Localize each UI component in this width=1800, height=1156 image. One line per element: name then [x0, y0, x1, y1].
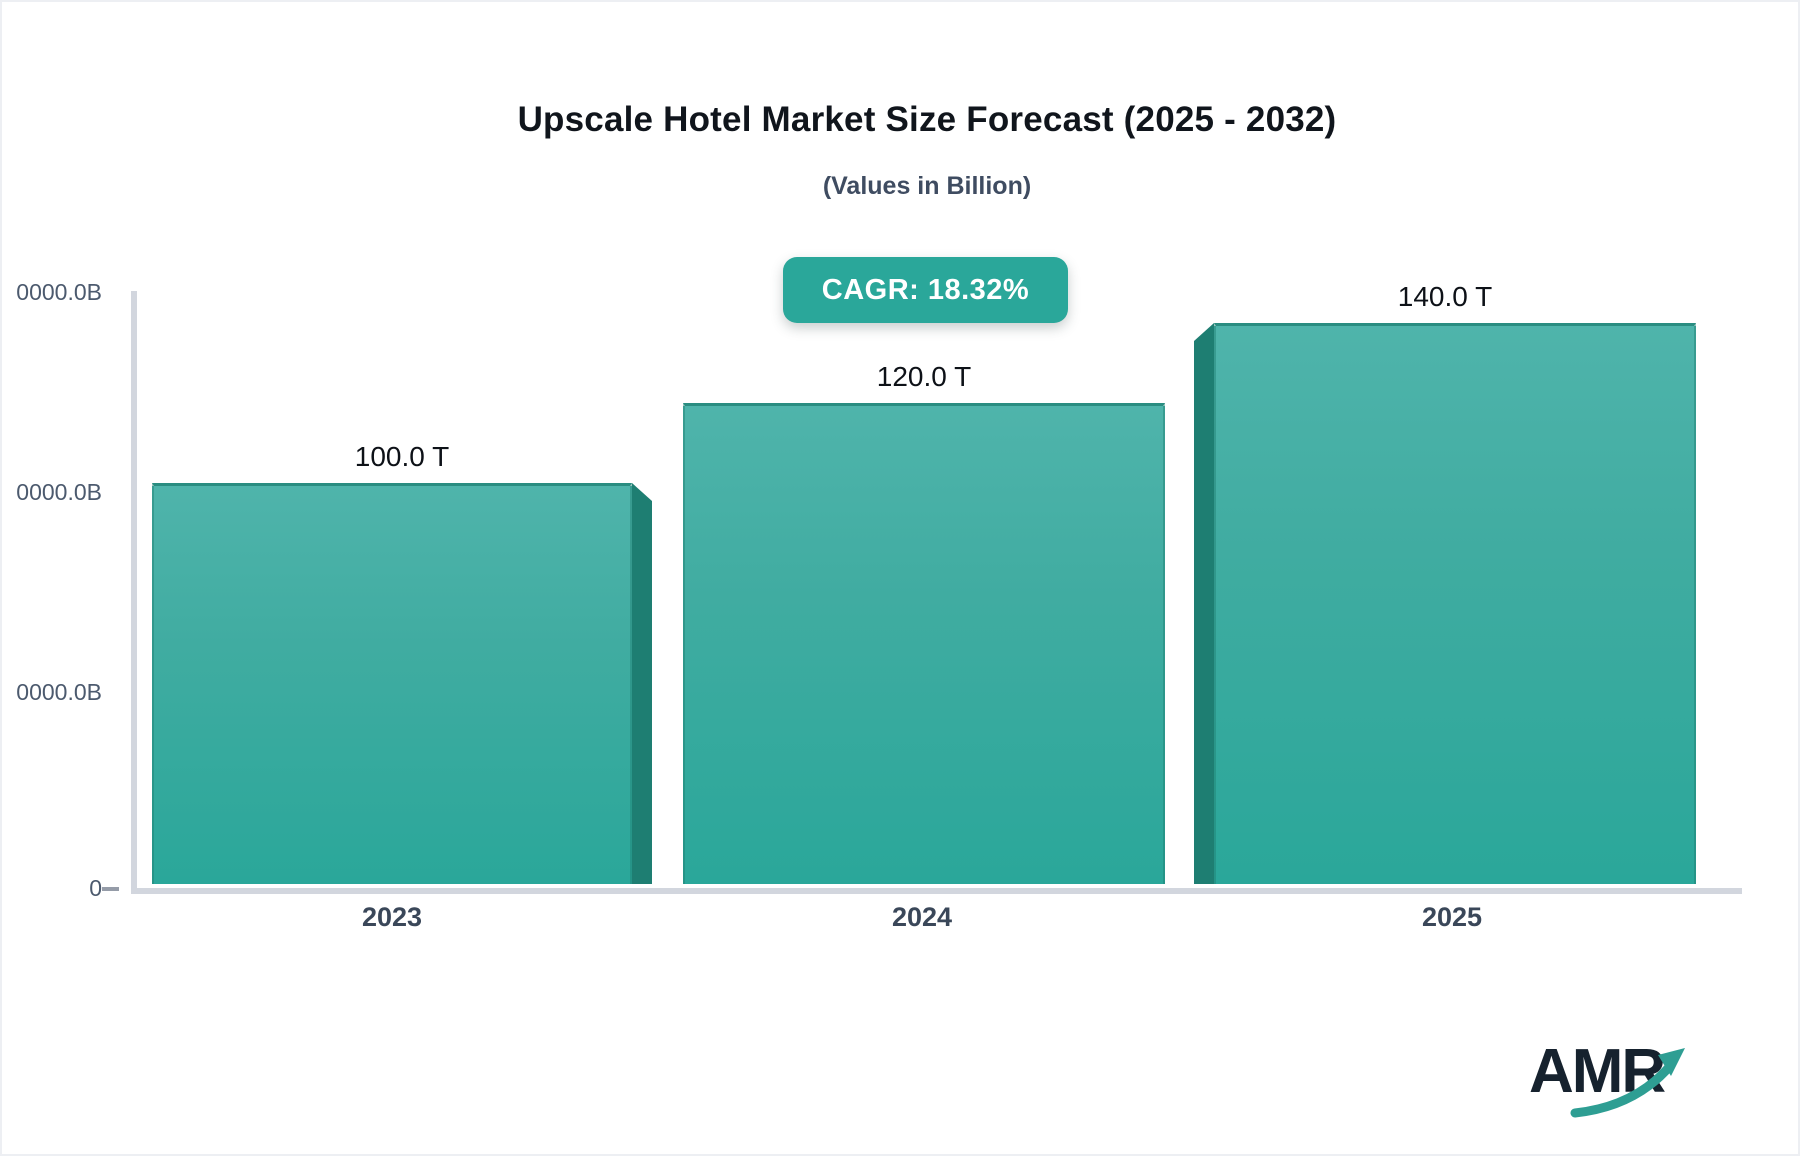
bar-face — [683, 403, 1165, 884]
y-axis-zero-tick — [102, 887, 119, 891]
bar-value-label: 100.0 T — [354, 441, 450, 472]
amr-logo-arrowhead — [1658, 1048, 1685, 1076]
bar-2024: 120.0 T — [683, 361, 1165, 884]
bar-value-label: 140.0 T — [1397, 281, 1493, 312]
bar-face — [152, 483, 632, 884]
bar-face — [1214, 323, 1696, 884]
x-axis-label-2024: 2024 — [891, 902, 953, 932]
y-axis-tick-label: 0000.0B — [16, 479, 102, 505]
bar-2023: 100.0 T — [152, 441, 652, 884]
bar-2025: 140.0 T — [1194, 281, 1696, 884]
x-axis-label-2023: 2023 — [361, 902, 423, 932]
y-axis-tick-label: 0 — [89, 875, 102, 901]
chart-title: Upscale Hotel Market Size Forecast (2025… — [517, 100, 1337, 139]
bar-3d-side — [1194, 323, 1214, 884]
cagr-badge: CAGR: 18.32% — [783, 257, 1068, 323]
x-axis-line — [131, 888, 1742, 894]
y-axis-line — [131, 291, 137, 894]
y-axis-tick-label: 0000.0B — [16, 679, 102, 705]
bar-value-label: 120.0 T — [876, 361, 972, 392]
amr-logo-arrow-swoosh — [1570, 1061, 1675, 1118]
x-axis-label-2025: 2025 — [1421, 902, 1483, 932]
y-axis-tick-label: 0000.0B — [16, 279, 102, 305]
amr-logo: AMR — [1529, 1037, 1685, 1118]
chart-subtitle: (Values in Billion) — [822, 172, 1032, 200]
bar-3d-side — [632, 483, 652, 884]
amr-logo-text: AMR — [1529, 1037, 1665, 1106]
